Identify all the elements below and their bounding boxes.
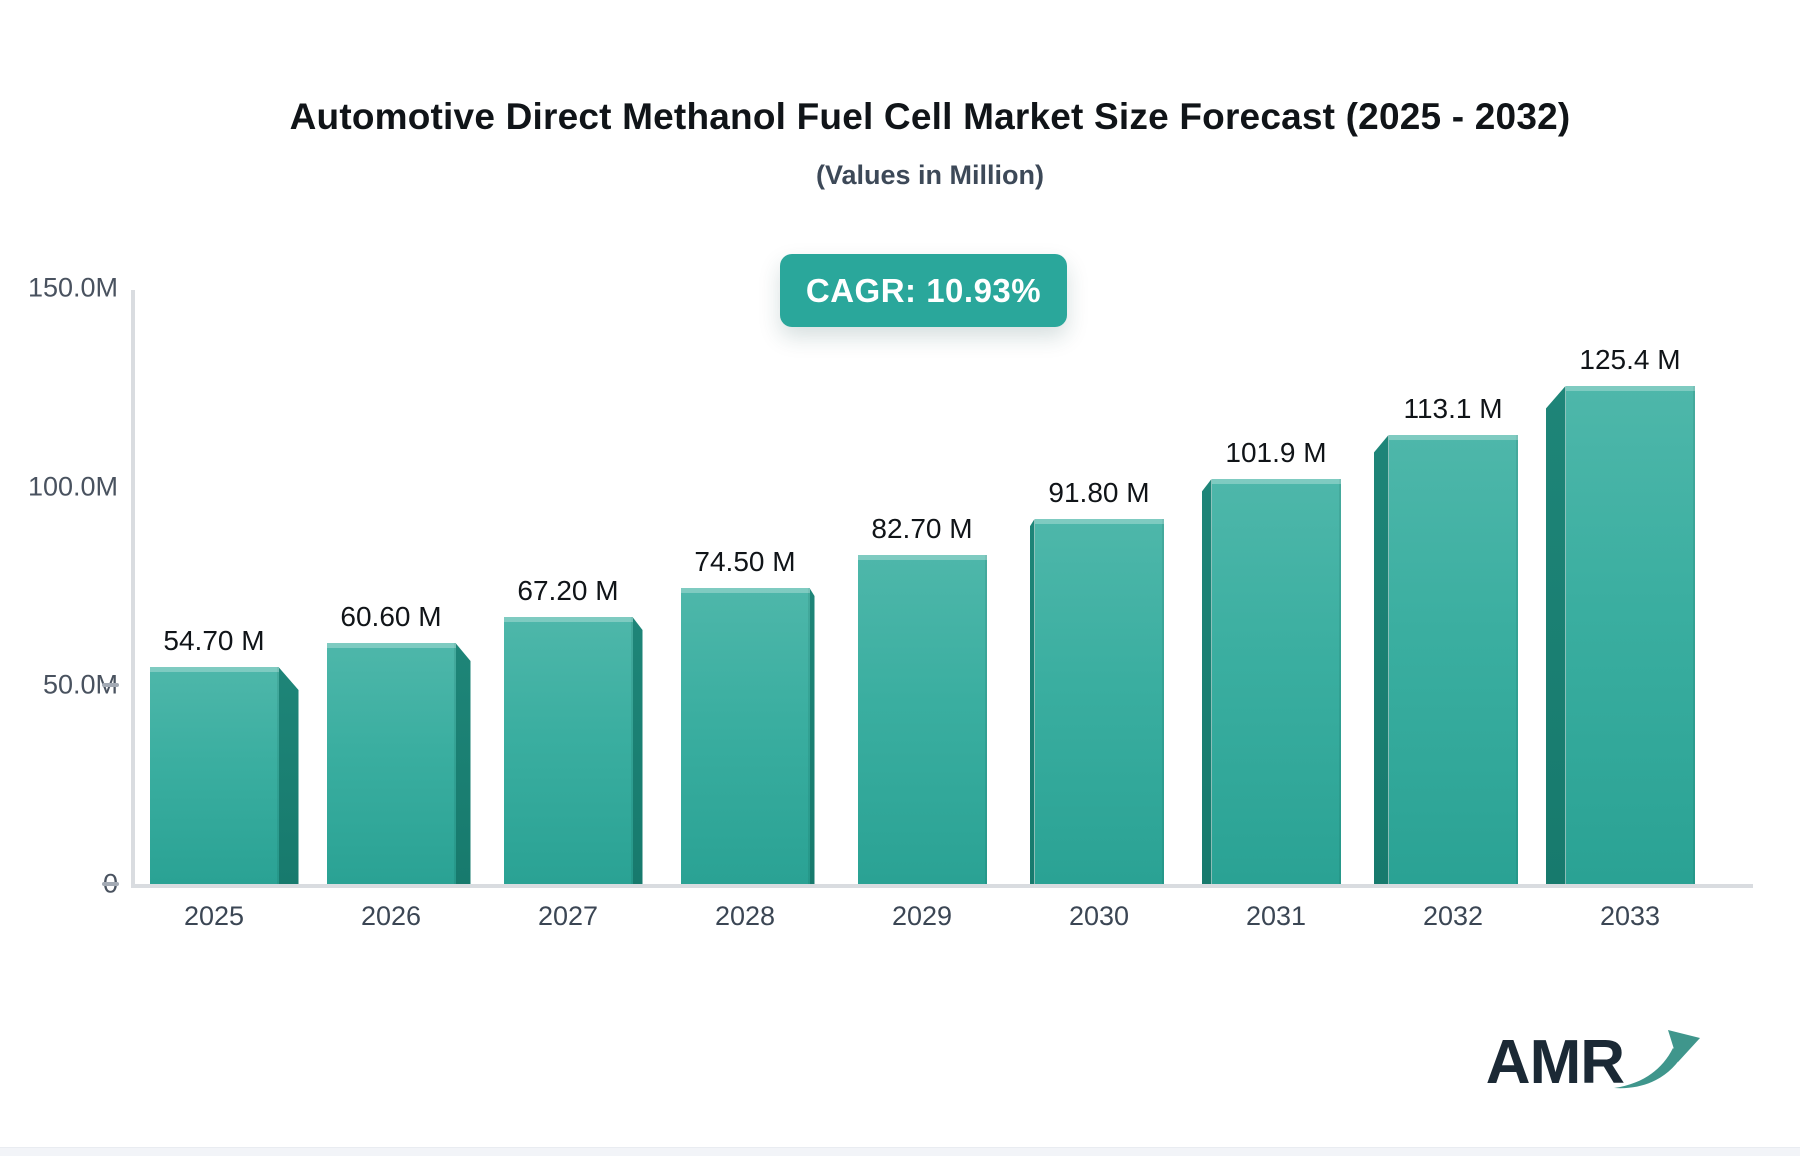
x-category-label: 2028 bbox=[714, 901, 776, 931]
amr-logo: AMR bbox=[1486, 1022, 1702, 1105]
bar-2027 bbox=[503, 617, 643, 884]
bar-value-label: 74.50 M bbox=[694, 546, 796, 577]
y-tick-label: 150.0M bbox=[27, 272, 118, 303]
bar-side-face bbox=[278, 667, 299, 884]
bar-value-label: 125.4 M bbox=[1579, 344, 1681, 375]
bottom-edge-strip bbox=[0, 1147, 1800, 1156]
x-category-label: 2032 bbox=[1422, 901, 1484, 931]
bar-front-face bbox=[1034, 519, 1164, 884]
bar-front-face bbox=[326, 643, 456, 884]
bar-2031 bbox=[1201, 479, 1341, 884]
bar-front-face bbox=[1388, 435, 1518, 884]
x-category-label: 2030 bbox=[1068, 901, 1130, 931]
bar-side-face bbox=[1373, 435, 1389, 884]
chart-header: Automotive Direct Methanol Fuel Cell Mar… bbox=[70, 0, 1790, 191]
bar-value-label: 91.80 M bbox=[1048, 477, 1150, 508]
bar-front-face bbox=[680, 588, 810, 884]
bar-2025 bbox=[149, 667, 299, 884]
x-category-label: 2031 bbox=[1245, 901, 1307, 931]
bar-side-face bbox=[1201, 479, 1212, 884]
bar-side-face bbox=[455, 643, 471, 884]
y-tick-dash bbox=[102, 683, 119, 688]
bar-front-face bbox=[503, 617, 633, 884]
bar-2032 bbox=[1373, 435, 1518, 884]
y-axis-line bbox=[131, 290, 135, 888]
bar-side-face bbox=[1545, 386, 1566, 884]
x-axis-baseline bbox=[131, 884, 1753, 888]
bar-2033 bbox=[1545, 386, 1695, 884]
bar-front-face bbox=[1211, 479, 1341, 884]
bar-2028 bbox=[680, 588, 815, 884]
bar-side-face bbox=[809, 588, 815, 884]
bar-value-label: 82.70 M bbox=[871, 513, 973, 544]
x-category-label: 2029 bbox=[891, 901, 953, 931]
amr-logo-text: AMR bbox=[1485, 1028, 1625, 1097]
bar-value-label: 113.1 M bbox=[1403, 393, 1503, 424]
y-tick-dash bbox=[102, 882, 119, 886]
bar-value-label: 60.60 M bbox=[340, 601, 442, 632]
cagr-badge: CAGR: 10.93% bbox=[780, 254, 1067, 327]
x-category-label: 2025 bbox=[183, 901, 245, 931]
x-category-label: 2027 bbox=[537, 901, 599, 931]
bar-value-label: 54.70 M bbox=[163, 625, 265, 656]
bar-value-label: 67.20 M bbox=[517, 575, 619, 606]
bar-side-face bbox=[632, 617, 643, 884]
bar-front-face bbox=[1565, 386, 1695, 884]
bar-side-face bbox=[1029, 519, 1035, 884]
y-tick-label: 100.0M bbox=[27, 471, 118, 502]
bar-front-face bbox=[857, 555, 987, 884]
trend-up-arrow-icon bbox=[1610, 1022, 1702, 1105]
bar-value-label: 101.9 M bbox=[1225, 437, 1327, 468]
chart-subtitle: (Values in Million) bbox=[815, 160, 1045, 190]
bar-2026 bbox=[326, 643, 471, 884]
x-category-label: 2026 bbox=[360, 901, 422, 931]
chart-title: Automotive Direct Methanol Fuel Cell Mar… bbox=[289, 96, 1571, 137]
bar-2029 bbox=[857, 555, 987, 884]
x-category-label: 2033 bbox=[1599, 901, 1661, 931]
bar-2030 bbox=[1029, 519, 1164, 884]
bar-front-face bbox=[149, 667, 279, 884]
